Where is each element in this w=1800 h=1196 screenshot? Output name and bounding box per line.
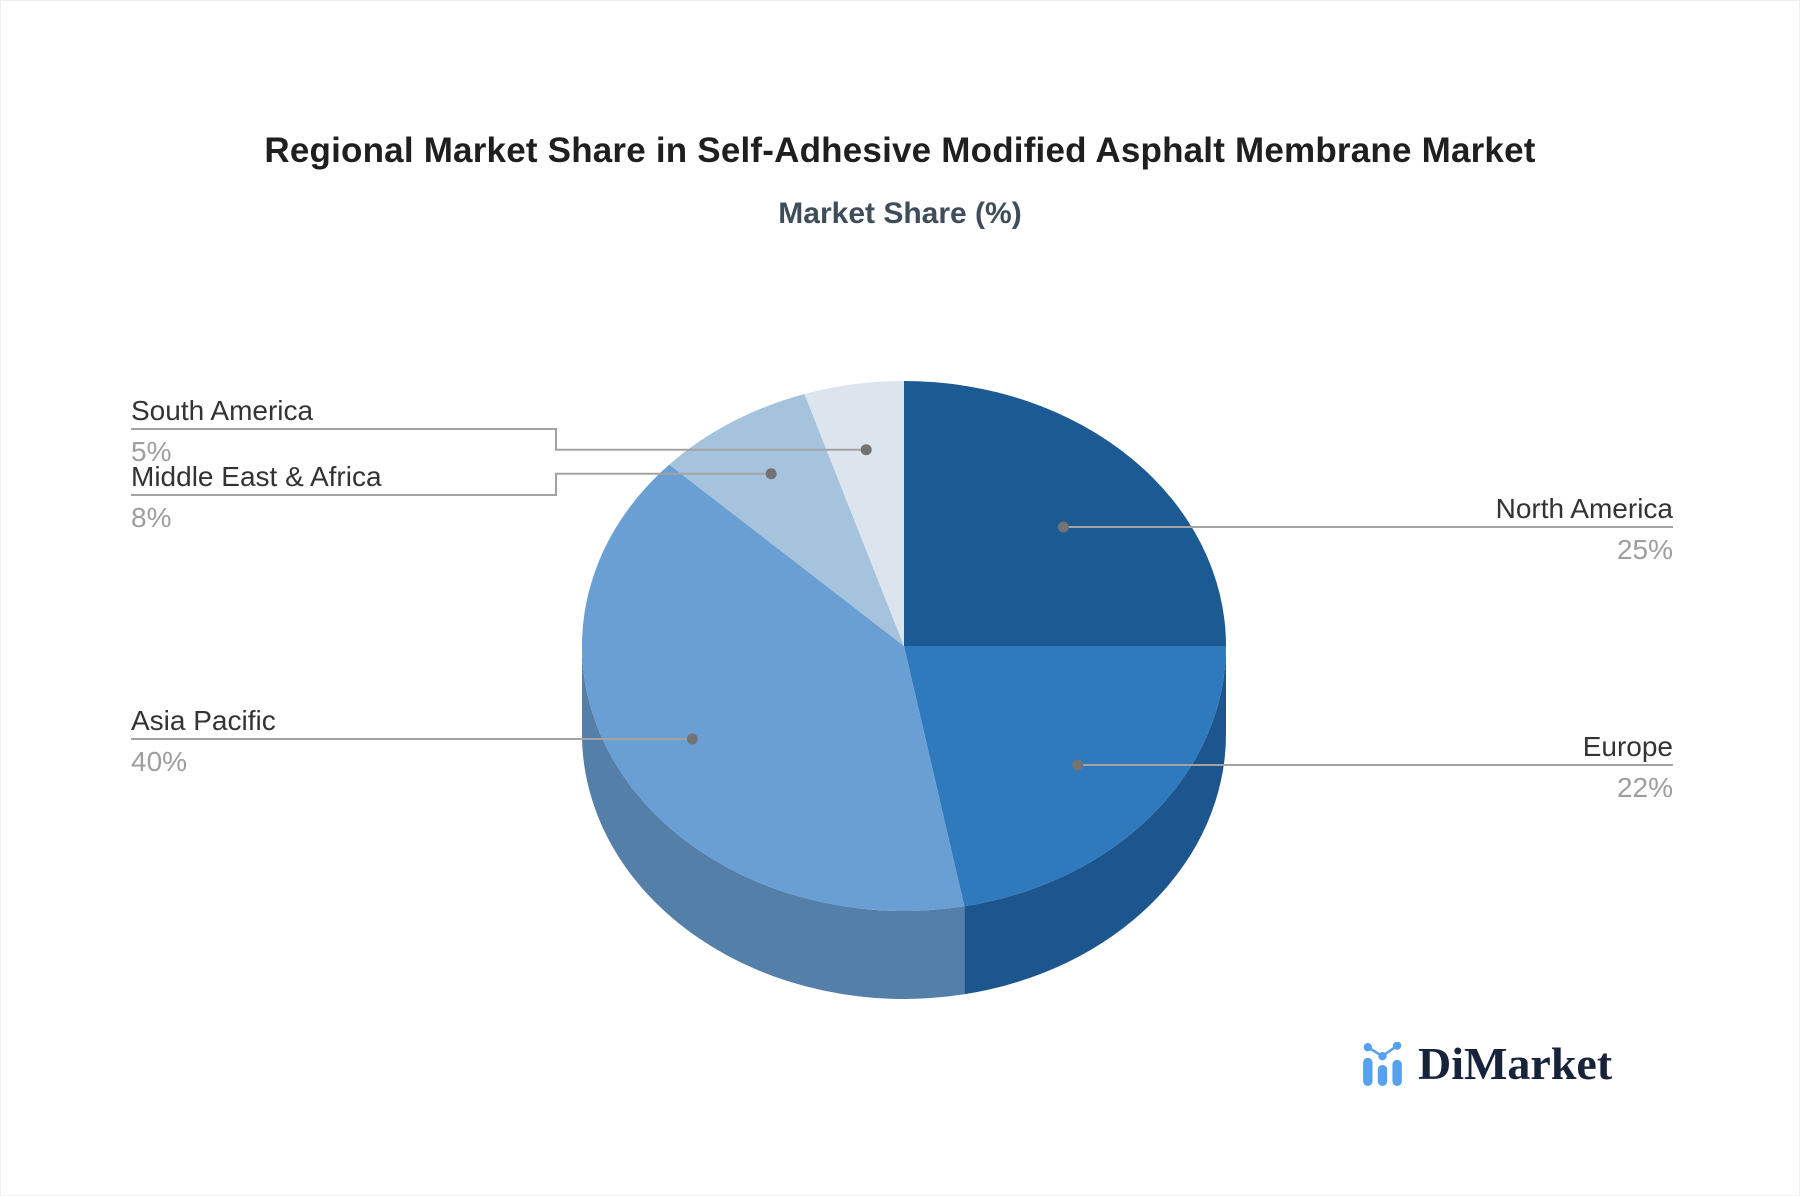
slice-label-north-america: North America [1496,493,1674,524]
label-dot-middle-east-africa [765,468,777,480]
bar-line-chart-icon [1363,1042,1402,1086]
chart-title: Regional Market Share in Self-Adhesive M… [264,131,1536,170]
pie-slice-south-america[interactable] [804,381,904,646]
pie-slice-side-asia-pacific [582,646,965,1000]
pie-slice-side-europe [964,646,1226,995]
slice-label-asia-pacific: Asia Pacific [131,705,276,736]
slice-label-europe: Europe [1583,731,1673,762]
label-dot-asia-pacific [686,733,698,745]
chart-subtitle: Market Share (%) [778,197,1022,230]
slice-value-europe: 22% [1617,772,1673,803]
label-dot-north-america [1057,521,1069,533]
dimarket-logo: DiMarket [1361,1041,1612,1087]
slice-value-south-america: 5% [131,436,171,467]
slice-value-asia-pacific: 40% [131,746,187,777]
dimarket-logo-text: DiMarket [1418,1038,1613,1089]
pie-slice-asia-pacific[interactable] [582,464,965,911]
pie-slice-north-america[interactable] [904,381,1226,646]
label-leader-line-south-america [131,428,867,451]
slice-label-middle-east-africa: Middle East & Africa [131,461,382,492]
slice-value-north-america: 25% [1617,534,1673,565]
slice-value-middle-east-africa: 8% [131,502,171,533]
pie-slice-middle-east-africa[interactable] [669,393,904,646]
label-leader-line-middle-east-africa [131,472,772,496]
slice-label-south-america: South America [131,395,314,426]
label-dot-south-america [860,444,872,456]
label-dot-europe [1072,759,1084,771]
pie-slice-europe[interactable] [904,646,1226,907]
